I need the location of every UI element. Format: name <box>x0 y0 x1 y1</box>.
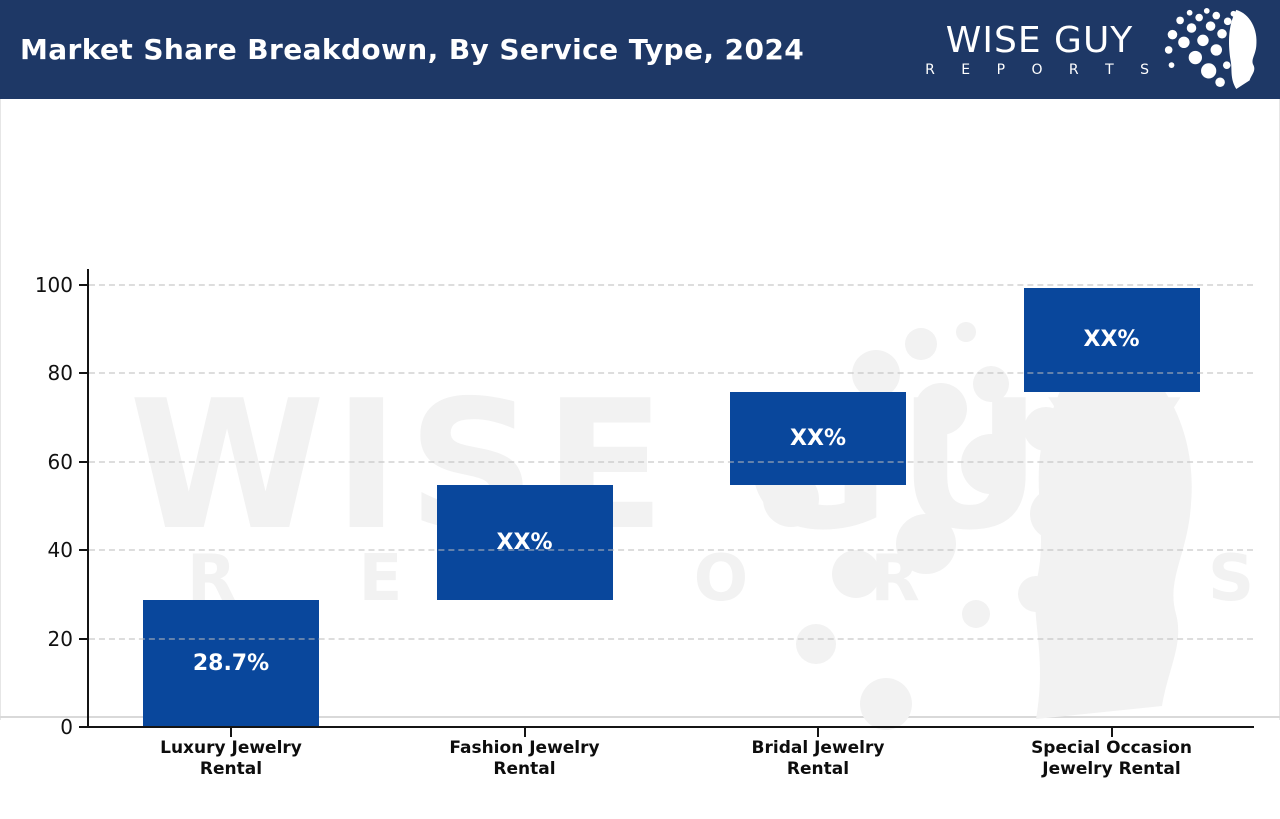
bar-segment: XX% <box>436 485 613 601</box>
x-tick-label-line: Rental <box>493 759 556 779</box>
y-tick-label: 60 <box>47 449 73 474</box>
x-tick-label-line: Fashion Jewelry <box>449 738 600 758</box>
x-axis-tick <box>1110 728 1113 737</box>
chart-region: WISE GUY R E P O R T S 0 20 40 60 80 100 28.7%… <box>0 99 1280 779</box>
y-axis-tick <box>79 637 87 640</box>
gridline-20 <box>89 637 1253 640</box>
y-tick-label: 20 <box>47 626 73 651</box>
y-axis-tick <box>79 372 87 375</box>
x-tick-label-line: Jewelry Rental <box>1042 759 1181 779</box>
x-tick-label-line: Rental <box>786 759 850 779</box>
brand-logo-text: WISE GUY R E P O R T S <box>919 19 1160 78</box>
y-tick-label: 100 <box>34 273 73 297</box>
x-tick-label: Bridal Jewelry Rental <box>688 738 948 780</box>
brand-logo: WISE GUY R E P O R T S <box>919 5 1262 95</box>
x-tick-label-line: Special Occasion <box>1031 738 1192 758</box>
x-tick-label: Luxury Jewelry Rental <box>101 738 361 780</box>
bar-segment: XX% <box>1023 287 1200 392</box>
y-axis-tick <box>79 460 87 463</box>
bar-value-label: XX% <box>496 530 553 556</box>
y-tick-label: 0 <box>60 715 73 739</box>
page-title: Market Share Breakdown, By Service Type,… <box>20 33 805 66</box>
gridline-100 <box>89 284 1253 286</box>
bar-segment: XX% <box>730 391 906 486</box>
brand-reports-text: R E P O R T S <box>925 61 1160 78</box>
brand-name-text: WISE GUY <box>945 19 1134 61</box>
bar-value-label: 28.7% <box>192 651 270 677</box>
x-tick-label-line: Luxury Jewelry <box>160 738 302 758</box>
x-tick-label: Special Occasion Jewelry Rental <box>982 738 1242 780</box>
y-axis-tick <box>79 549 87 552</box>
bar-value-label: XX% <box>790 425 846 451</box>
face-profile-icon <box>1162 5 1262 95</box>
y-axis-line <box>87 269 89 728</box>
bar-value-label: XX% <box>1083 327 1140 353</box>
x-axis-line <box>87 726 1254 728</box>
gridline-40 <box>89 549 1253 552</box>
x-axis-tick <box>817 728 819 737</box>
bottom-border-line <box>0 716 1280 718</box>
gridline-80 <box>89 372 1253 375</box>
gridline-60 <box>89 460 1253 463</box>
header-bar: Market Share Breakdown, By Service Type,… <box>0 0 1280 99</box>
y-axis-tick <box>79 284 87 286</box>
x-tick-label: Fashion Jewelry Rental <box>395 738 655 780</box>
bar-segment: 28.7% <box>143 600 319 727</box>
y-tick-label: 40 <box>47 538 73 563</box>
x-axis-tick <box>523 728 526 737</box>
y-axis-tick <box>79 726 87 728</box>
page-root: { "header": { "title": "Market Share Bre… <box>0 0 1280 779</box>
x-tick-label-line: Bridal Jewelry <box>751 738 885 758</box>
x-axis-tick <box>230 728 232 737</box>
x-tick-label-line: Rental <box>199 759 263 779</box>
y-tick-label: 80 <box>47 361 73 386</box>
